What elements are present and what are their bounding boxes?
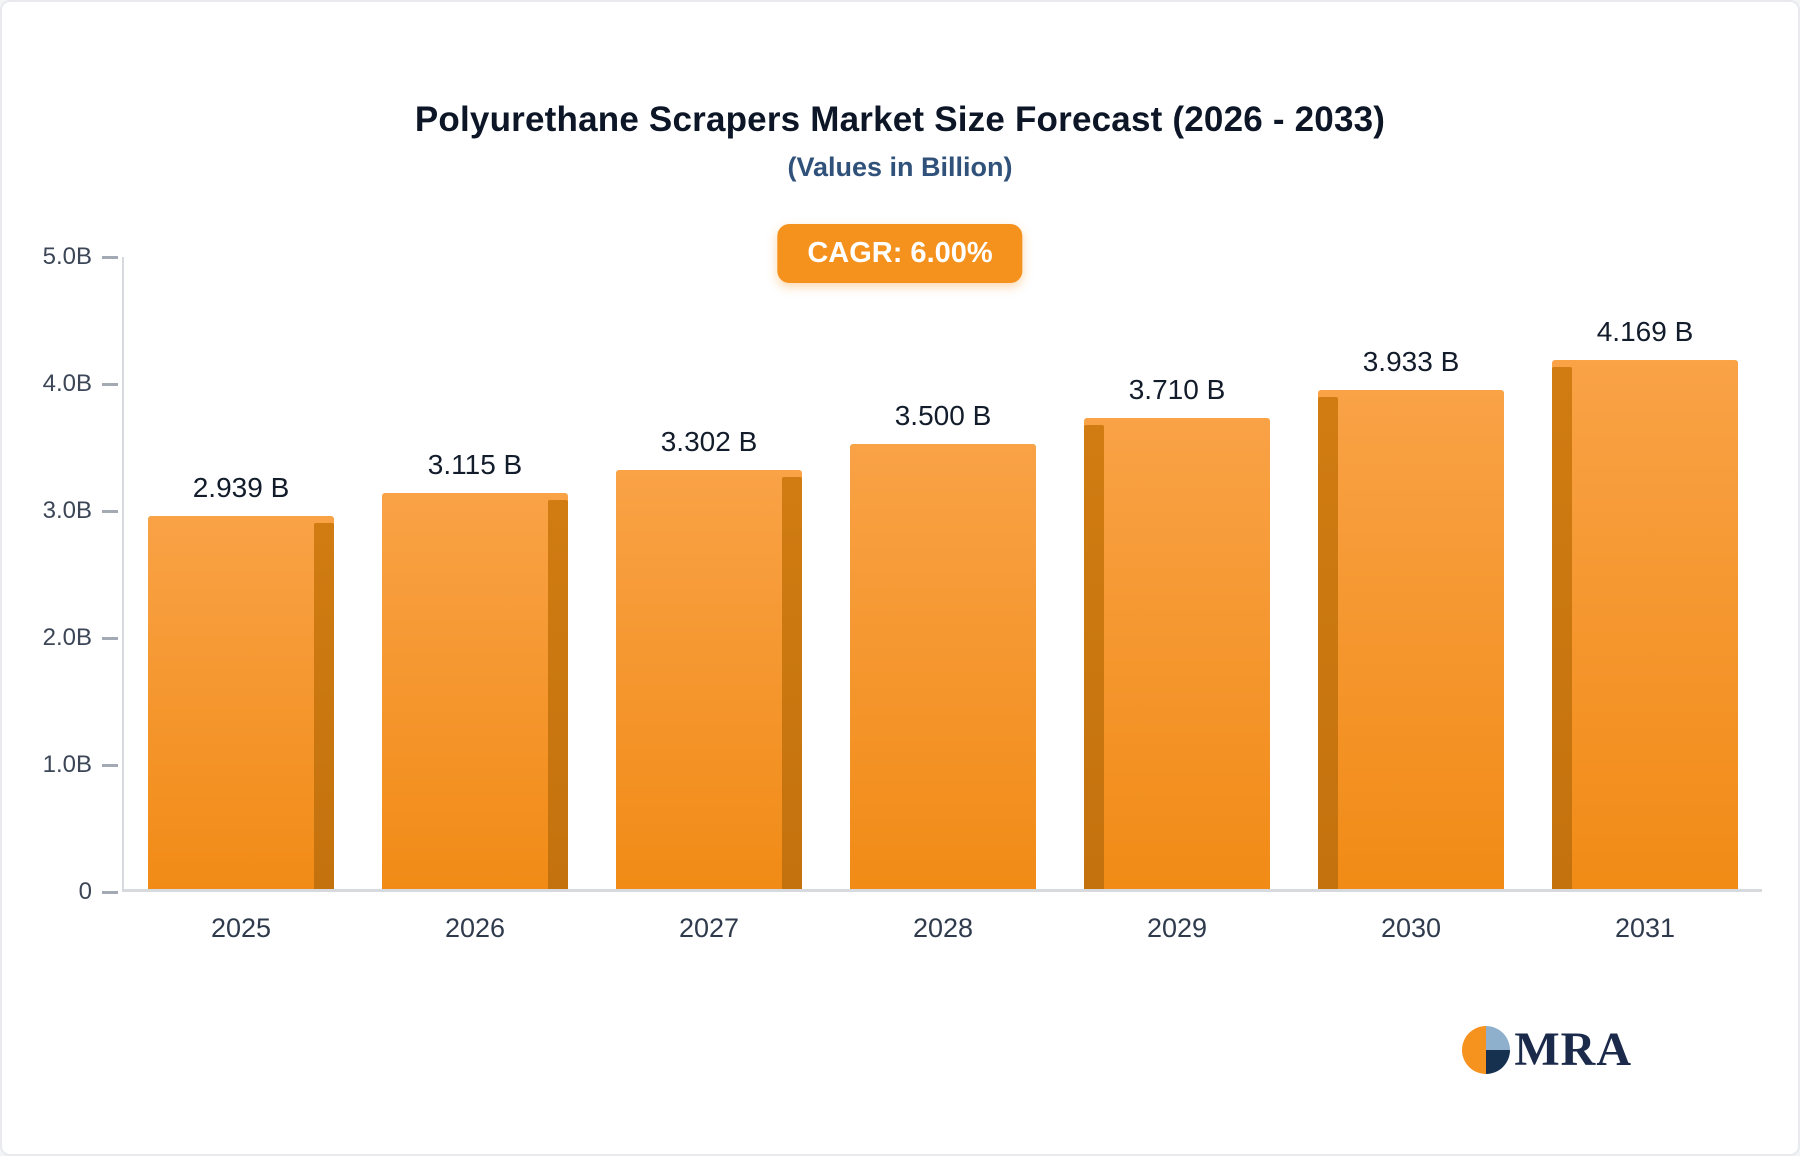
bar-3d-shade [782, 477, 802, 889]
x-axis-label: 2025 [210, 913, 272, 943]
x-axis-label: 2026 [444, 913, 506, 943]
bar-slot: 3.710 B 2029 [1060, 257, 1294, 943]
y-tick-label: 1.0B [42, 751, 92, 778]
x-axis-label: 2028 [912, 913, 974, 943]
y-tick-label: 4.0B [42, 370, 92, 397]
logo-text: MRA [1514, 1023, 1632, 1076]
y-tick-dash [102, 764, 118, 767]
bar-value-label: 3.710 B [1128, 374, 1226, 405]
y-axis: 5.0B 4.0B 3.0B 2.0B 1.0B 0 [2, 243, 122, 905]
bar-value-label: 4.169 B [1596, 316, 1694, 347]
logo-pie-icon [1462, 1026, 1511, 1074]
bar-3d-shade [1552, 367, 1572, 889]
y-tick-dash [102, 383, 118, 386]
bar-slot: 3.933 B 2030 [1294, 257, 1528, 943]
bar-3d-shade [314, 523, 334, 889]
bar-slot: 3.500 B 2028 [826, 257, 1060, 943]
x-axis-label: 2030 [1380, 913, 1442, 943]
bar-slot: 2.939 B 2025 [124, 257, 358, 943]
y-tick-label: 3.0B [42, 497, 92, 524]
y-tick-label: 5.0B [42, 243, 92, 270]
y-tick-dash [102, 256, 118, 259]
x-axis-label: 2027 [678, 913, 740, 943]
bar-3d-shade [548, 500, 568, 889]
chart-subtitle: (Values in Billion) [787, 152, 1013, 182]
bar-2026: 3.115 B [382, 449, 568, 889]
brand-logo: MRA [1462, 1026, 1632, 1074]
bar-3d-shade [1084, 425, 1104, 889]
y-tick-label: 0 [78, 878, 92, 905]
bar-2027: 3.302 B [616, 426, 802, 889]
cagr-badge-label: CAGR: 6.00% [807, 237, 993, 269]
chart-title: Polyurethane Scrapers Market Size Foreca… [414, 100, 1386, 139]
bar-value-label: 3.933 B [1362, 346, 1460, 377]
bar-3d-shade [1318, 397, 1338, 889]
plot-area: 2.939 B 2025 3.115 B 2026 3.302 B 2027 3.500 B… [122, 257, 1762, 943]
y-tick-label: 2.0B [42, 624, 92, 651]
bar-2025: 2.939 B [148, 472, 334, 889]
y-tick-dash [102, 891, 118, 894]
bar-2029: 3.710 B [1084, 374, 1270, 889]
x-axis-label: 2031 [1614, 913, 1676, 943]
y-tick-dash [102, 637, 118, 640]
bar-2031: 4.169 B [1552, 316, 1738, 889]
bar-2028: 3.500 B [850, 400, 1036, 889]
cagr-badge: CAGR: 6.00% [777, 224, 1023, 283]
y-tick-dash [102, 510, 118, 513]
x-axis-label: 2029 [1146, 913, 1208, 943]
bar-value-label: 3.302 B [660, 426, 758, 457]
bar-slot: 3.302 B 2027 [592, 257, 826, 943]
bar-value-label: 3.115 B [427, 449, 523, 480]
bar-value-label: 3.500 B [894, 400, 992, 431]
bar-slot: 3.115 B 2026 [358, 257, 592, 943]
bar-2030: 3.933 B [1318, 346, 1504, 889]
bar-value-label: 2.939 B [192, 472, 290, 503]
bar-slot: 4.169 B 2031 [1528, 257, 1762, 943]
